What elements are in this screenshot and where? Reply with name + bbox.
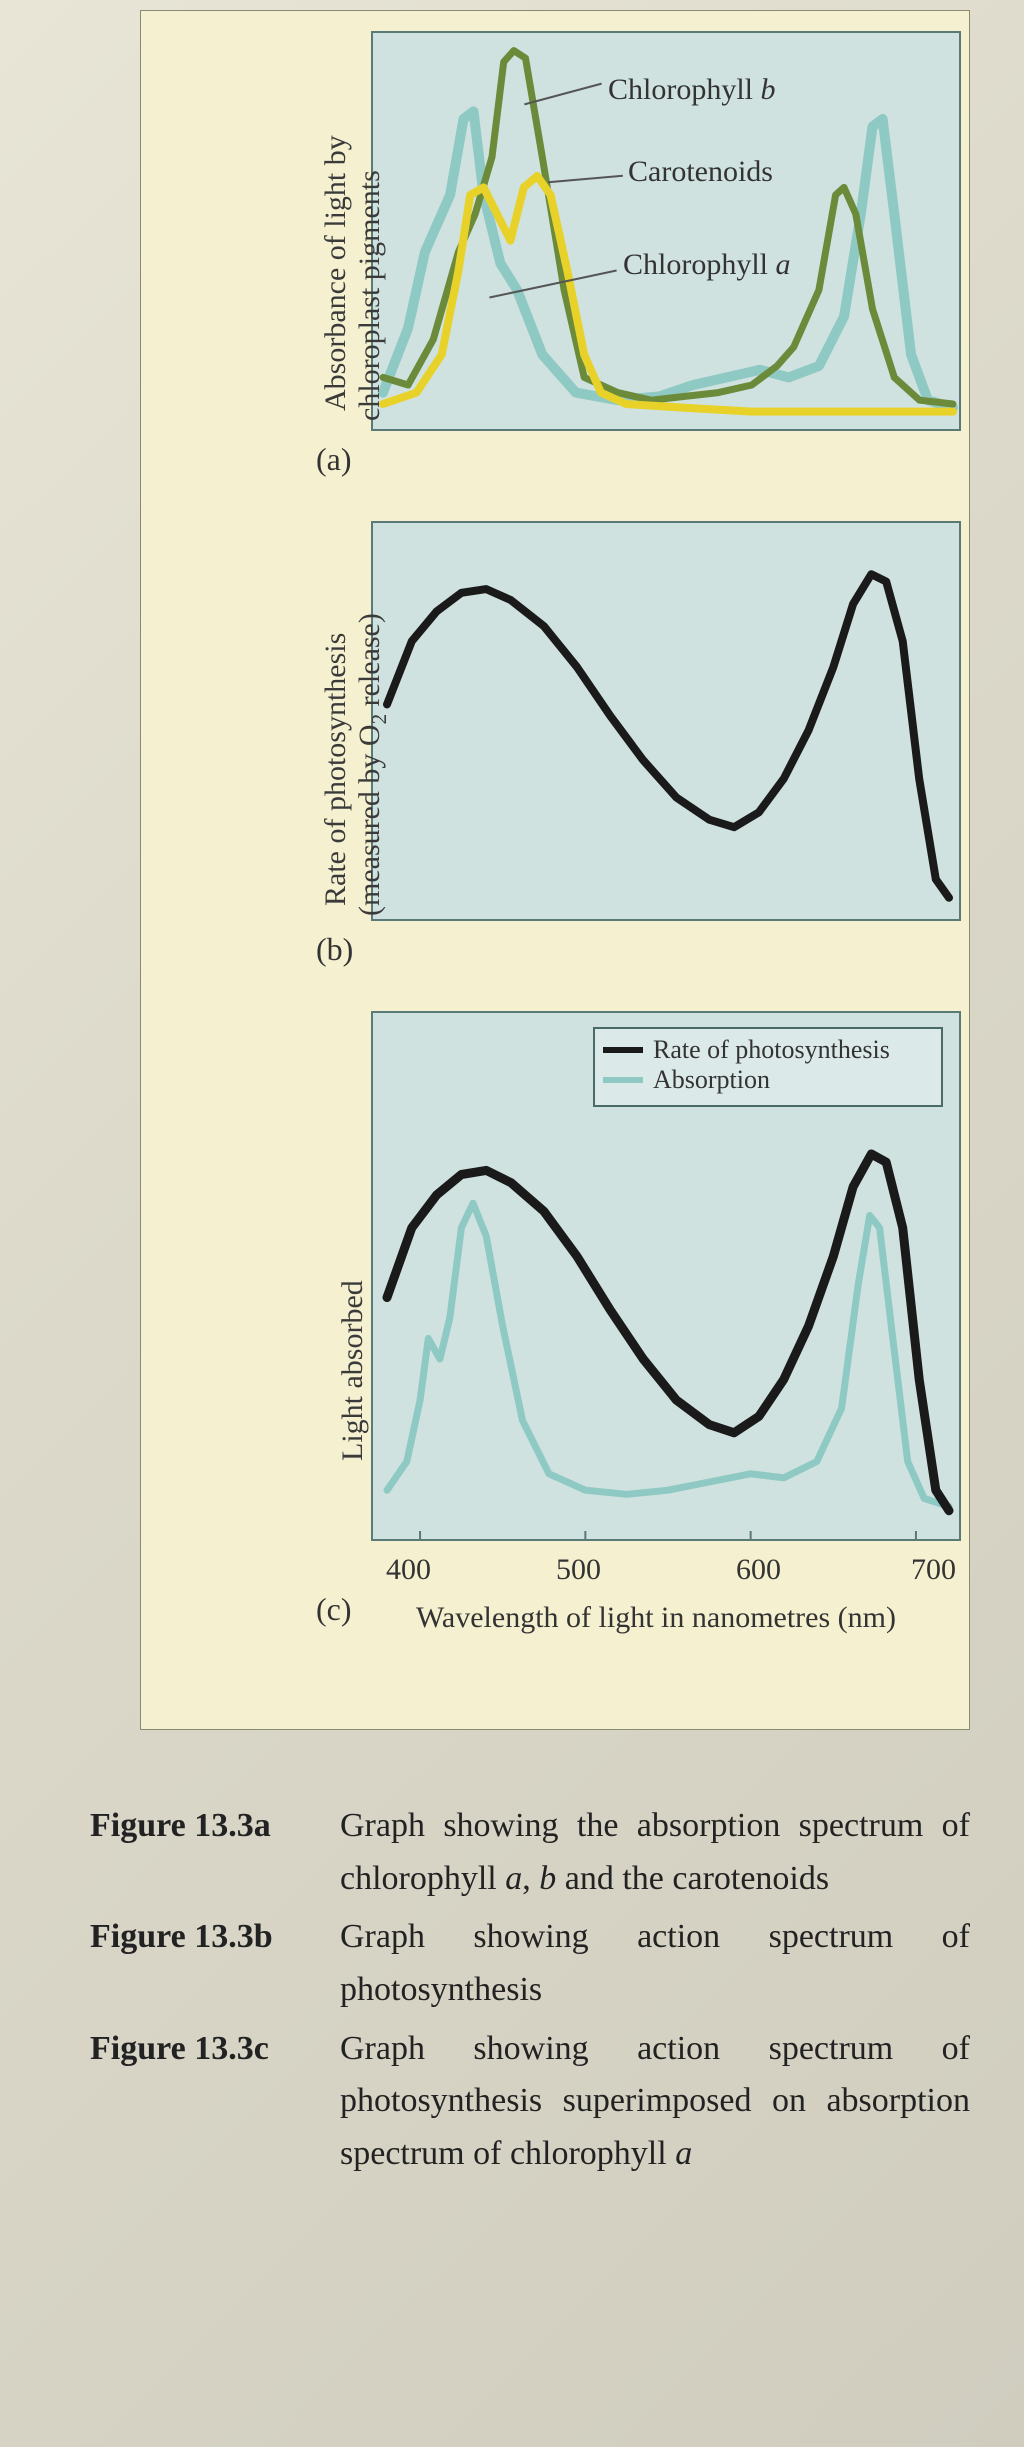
panel-c: Rate of photosynthesis Absorption	[371, 1011, 961, 1541]
panel-a-ylabel-1: Absorbance of light by	[319, 135, 353, 411]
label-carotenoids: Carotenoids	[628, 155, 773, 189]
caption-b: Figure 13.3b Graph showing action spectr…	[90, 1911, 970, 2016]
panel-a-ylabel-2: chloroplast pigments	[353, 170, 387, 421]
caption-c: Figure 13.3c Graph showing action spectr…	[90, 2023, 970, 2181]
caption-c-label: Figure 13.3c	[90, 2023, 340, 2181]
caption-c-text: Graph showing action spectrum of photosy…	[340, 2023, 970, 2181]
page-background: Chlorophyll b Carotenoids Chlorophyll a …	[0, 0, 1024, 2447]
panel-b-plot	[373, 523, 963, 923]
xtick-500: 500	[556, 1553, 601, 1587]
caption-b-text: Graph showing action spectrum of photosy…	[340, 1911, 970, 2016]
panel-c-letter: (c)	[316, 1591, 352, 1628]
panel-b-ylabel-2: (measured by O2 release)	[353, 613, 392, 916]
panel-a-letter: (a)	[316, 441, 352, 478]
figure-container: Chlorophyll b Carotenoids Chlorophyll a …	[140, 10, 970, 1730]
panel-b	[371, 521, 961, 921]
panel-b-letter: (b)	[316, 931, 353, 968]
label-chlorophyll-b: Chlorophyll b	[608, 73, 776, 107]
caption-a-label: Figure 13.3a	[90, 1800, 340, 1905]
caption-a: Figure 13.3a Graph showing the absorptio…	[90, 1800, 970, 1905]
panel-a: Chlorophyll b Carotenoids Chlorophyll a	[371, 31, 961, 431]
panel-b-ylabel-1: Rate of photosynthesis	[319, 633, 353, 906]
xtick-600: 600	[736, 1553, 781, 1587]
x-axis-label: Wavelength of light in nanometres (nm)	[351, 1601, 961, 1635]
caption-block: Figure 13.3a Graph showing the absorptio…	[90, 1800, 970, 2187]
panel-c-ylabel: Light absorbed	[336, 1280, 370, 1461]
xtick-700: 700	[911, 1553, 956, 1587]
xtick-400: 400	[386, 1553, 431, 1587]
caption-b-label: Figure 13.3b	[90, 1911, 340, 2016]
caption-a-text: Graph showing the absorption spectrum of…	[340, 1800, 970, 1905]
label-chlorophyll-a: Chlorophyll a	[623, 248, 791, 282]
panel-c-plot	[373, 1013, 963, 1543]
